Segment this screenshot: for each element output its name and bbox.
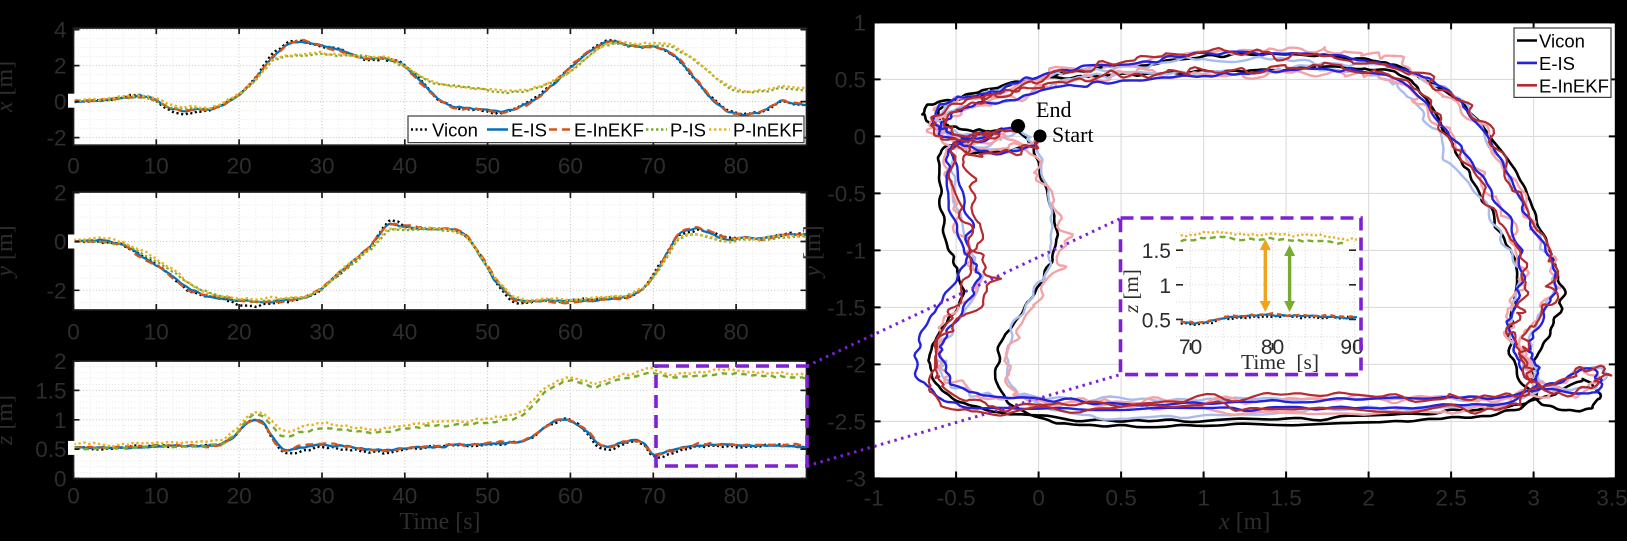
svg-text:E-IS: E-IS [511, 120, 547, 141]
svg-text:0: 0 [54, 90, 67, 115]
svg-text:60: 60 [558, 154, 583, 179]
svg-text:-0.5: -0.5 [937, 486, 976, 511]
svg-text:1: 1 [853, 10, 866, 35]
svg-text:-2: -2 [46, 278, 66, 303]
svg-text:0.5: 0.5 [35, 437, 66, 462]
svg-text:3.5: 3.5 [1596, 486, 1627, 511]
svg-text:-2: -2 [46, 126, 66, 151]
svg-text:60: 60 [558, 484, 583, 509]
svg-text:E-IS: E-IS [1539, 53, 1575, 74]
svg-text:0.5: 0.5 [835, 67, 866, 92]
svg-text:70: 70 [641, 154, 666, 179]
svg-text:1.5: 1.5 [1270, 486, 1301, 511]
svg-text:40: 40 [392, 320, 417, 345]
svg-text:1.5: 1.5 [35, 378, 66, 403]
svg-text:0: 0 [54, 230, 67, 255]
svg-text:Vicon: Vicon [432, 120, 478, 141]
svg-text:P-InEKF: P-InEKF [733, 120, 803, 141]
svg-text:Time [s]: Time [s] [399, 509, 480, 535]
svg-text:10: 10 [144, 320, 169, 345]
svg-text:90: 90 [1340, 336, 1363, 359]
svg-text:0.5: 0.5 [1105, 486, 1136, 511]
svg-text:0: 0 [67, 320, 80, 345]
svg-text:80: 80 [1261, 336, 1284, 359]
svg-text:10: 10 [144, 484, 169, 509]
svg-text:0.5: 0.5 [1142, 309, 1171, 332]
svg-text:2: 2 [54, 54, 67, 79]
svg-text:z [m]: z [m] [1119, 269, 1143, 314]
svg-text:1: 1 [1197, 486, 1210, 511]
svg-text:E-InEKF: E-InEKF [1539, 75, 1609, 96]
svg-text:0: 0 [853, 124, 866, 149]
svg-text:-2.5: -2.5 [827, 409, 866, 434]
svg-text:30: 30 [309, 154, 334, 179]
svg-text:70: 70 [641, 484, 666, 509]
svg-text:Start: Start [1052, 122, 1094, 147]
svg-text:0: 0 [1032, 486, 1045, 511]
svg-text:0: 0 [67, 154, 80, 179]
svg-text:-3: -3 [846, 466, 866, 491]
svg-text:40: 40 [392, 154, 417, 179]
svg-text:10: 10 [144, 154, 169, 179]
svg-text:50: 50 [475, 154, 500, 179]
svg-text:-1.5: -1.5 [827, 295, 866, 320]
svg-text:y [m]: y [m] [0, 225, 18, 278]
svg-text:0: 0 [67, 484, 80, 509]
svg-text:x [m]: x [m] [0, 61, 18, 113]
svg-text:Time [s]: Time [s] [1241, 350, 1319, 374]
svg-text:40: 40 [392, 484, 417, 509]
svg-text:30: 30 [309, 320, 334, 345]
svg-text:30: 30 [309, 484, 334, 509]
svg-text:70: 70 [1179, 336, 1202, 359]
svg-text:80: 80 [724, 320, 749, 345]
svg-text:20: 20 [227, 484, 252, 509]
svg-text:z [m]: z [m] [0, 395, 18, 446]
svg-text:2.5: 2.5 [1435, 486, 1466, 511]
svg-text:E-InEKF: E-InEKF [574, 120, 644, 141]
svg-text:Vicon: Vicon [1539, 31, 1585, 52]
svg-text:20: 20 [227, 154, 252, 179]
svg-text:1.5: 1.5 [1142, 240, 1171, 263]
svg-text:-2: -2 [846, 352, 866, 377]
svg-text:-1: -1 [864, 486, 884, 511]
svg-text:y [m]: y [m] [800, 225, 826, 278]
svg-text:x [m]: x [m] [1218, 509, 1270, 535]
svg-text:1: 1 [1159, 275, 1171, 298]
svg-text:2: 2 [54, 181, 67, 206]
svg-text:3: 3 [1527, 486, 1540, 511]
svg-text:60: 60 [558, 320, 583, 345]
svg-text:4: 4 [54, 18, 67, 43]
svg-text:50: 50 [475, 320, 500, 345]
svg-text:50: 50 [475, 484, 500, 509]
svg-text:-0.5: -0.5 [827, 181, 866, 206]
svg-text:20: 20 [227, 320, 252, 345]
svg-text:70: 70 [641, 320, 666, 345]
svg-text:1: 1 [54, 408, 67, 433]
svg-text:0: 0 [54, 467, 67, 492]
svg-text:2: 2 [54, 349, 67, 374]
svg-text:80: 80 [724, 154, 749, 179]
svg-text:P-IS: P-IS [670, 120, 706, 141]
svg-text:2: 2 [1362, 486, 1375, 511]
svg-text:80: 80 [724, 484, 749, 509]
svg-text:End: End [1036, 97, 1071, 122]
svg-text:-1: -1 [846, 238, 866, 263]
